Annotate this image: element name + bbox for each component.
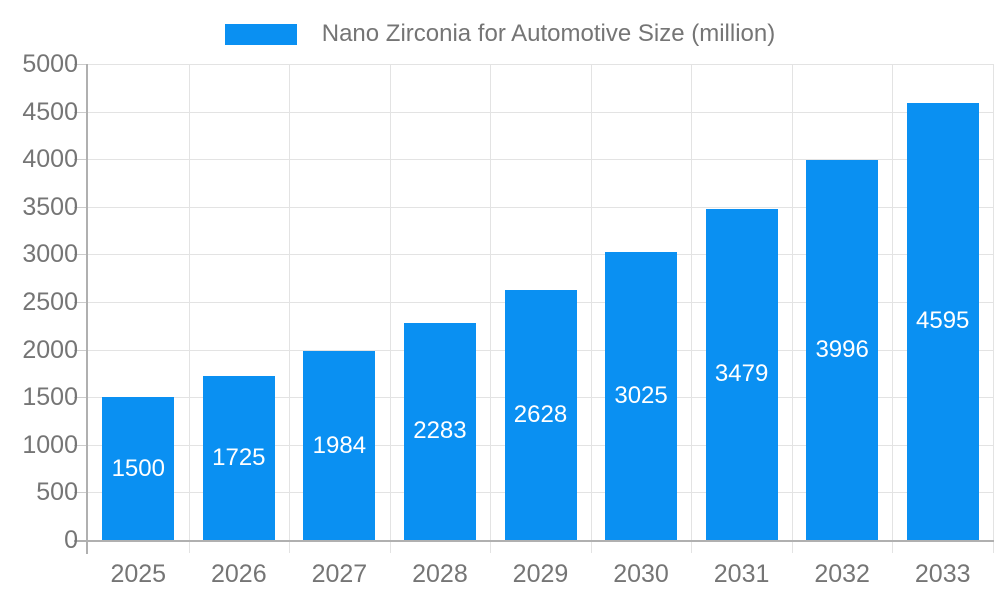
- legend-swatch: [224, 23, 297, 45]
- bar-value-label: 3025: [614, 382, 668, 409]
- bar-value-label: 2628: [513, 400, 568, 428]
- x-axis-tick: [490, 540, 492, 553]
- x-axis-label: 2031: [713, 560, 770, 588]
- bar-2027[interactable]: [303, 351, 376, 540]
- y-axis-tick: [74, 349, 88, 351]
- gridline-horizontal: [88, 111, 993, 113]
- y-axis-label: 2000: [22, 335, 78, 364]
- bar-2032[interactable]: [806, 159, 879, 540]
- x-axis-tick: [188, 540, 190, 553]
- bar-2029[interactable]: [504, 289, 577, 540]
- bar-value-label: 1984: [312, 431, 367, 459]
- x-axis-label: 2029: [512, 560, 569, 588]
- bar-value-label: 1500: [111, 454, 165, 482]
- y-axis-label: 3000: [22, 240, 78, 269]
- x-axis-label: 2025: [110, 560, 167, 588]
- gridline-vertical: [188, 64, 190, 540]
- gridline-vertical: [892, 64, 894, 540]
- bar-2031[interactable]: [705, 208, 778, 540]
- y-axis-label: 4000: [22, 145, 78, 174]
- gridline-vertical: [691, 64, 693, 540]
- y-axis-tick: [74, 397, 88, 399]
- y-axis-label: 3500: [22, 192, 78, 221]
- gridline-vertical: [289, 64, 291, 540]
- x-axis-label: 2026: [211, 560, 267, 588]
- bar-value-label: 3479: [714, 360, 769, 388]
- x-axis-label: 2028: [412, 560, 468, 588]
- y-axis-label: 1500: [22, 383, 78, 412]
- y-axis-label: 1000: [22, 430, 78, 459]
- y-axis-tick: [74, 64, 88, 65]
- y-axis-line: [86, 64, 88, 554]
- bar-2026[interactable]: [202, 375, 275, 540]
- x-axis-tick: [590, 540, 592, 553]
- y-axis-tick: [74, 444, 88, 446]
- x-axis-label: 2033: [914, 560, 971, 588]
- x-axis-tick: [691, 540, 693, 553]
- gridline-vertical: [590, 64, 592, 540]
- y-axis-tick: [74, 206, 88, 208]
- x-axis-tick: [791, 540, 793, 553]
- x-axis-label: 2027: [311, 560, 368, 588]
- y-axis-tick: [74, 111, 88, 113]
- x-axis-tick: [892, 540, 894, 553]
- bar-value-label: 3996: [815, 335, 869, 363]
- y-axis-label: 0: [64, 526, 78, 554]
- bar-value-label: 2283: [413, 417, 467, 445]
- gridline-horizontal: [88, 206, 993, 208]
- gridline-vertical: [389, 64, 391, 540]
- legend[interactable]: Nano Zirconia for Automotive Size (milli…: [0, 20, 1000, 48]
- y-axis-label: 5000: [22, 50, 78, 78]
- gridline-vertical: [993, 64, 994, 540]
- bar-2028[interactable]: [403, 322, 476, 540]
- gridline-vertical: [791, 64, 793, 540]
- y-axis-tick: [74, 254, 88, 256]
- x-axis-label: 2032: [814, 560, 870, 588]
- y-axis-label: 2500: [22, 288, 78, 316]
- x-axis-tick: [993, 540, 994, 553]
- x-axis-line: [74, 540, 994, 542]
- x-axis-tick: [389, 540, 391, 553]
- gridline-horizontal: [88, 254, 993, 256]
- x-axis-label: 2030: [613, 560, 669, 588]
- gridline-horizontal: [88, 159, 993, 161]
- y-axis-tick: [74, 302, 88, 303]
- y-axis-tick: [74, 492, 88, 494]
- y-axis-label: 500: [36, 478, 78, 507]
- gridline-vertical: [490, 64, 492, 540]
- bar-2033[interactable]: [906, 102, 979, 540]
- gridline-horizontal: [88, 64, 993, 65]
- bar-2030[interactable]: [605, 252, 678, 540]
- legend-label: Nano Zirconia for Automotive Size (milli…: [321, 20, 776, 47]
- bar-value-label: 4595: [916, 307, 970, 335]
- y-axis-tick: [74, 159, 88, 161]
- bar-value-label: 1725: [212, 443, 266, 471]
- x-axis-tick: [289, 540, 291, 553]
- y-axis-label: 4500: [22, 97, 78, 126]
- bar-2025[interactable]: [102, 397, 175, 540]
